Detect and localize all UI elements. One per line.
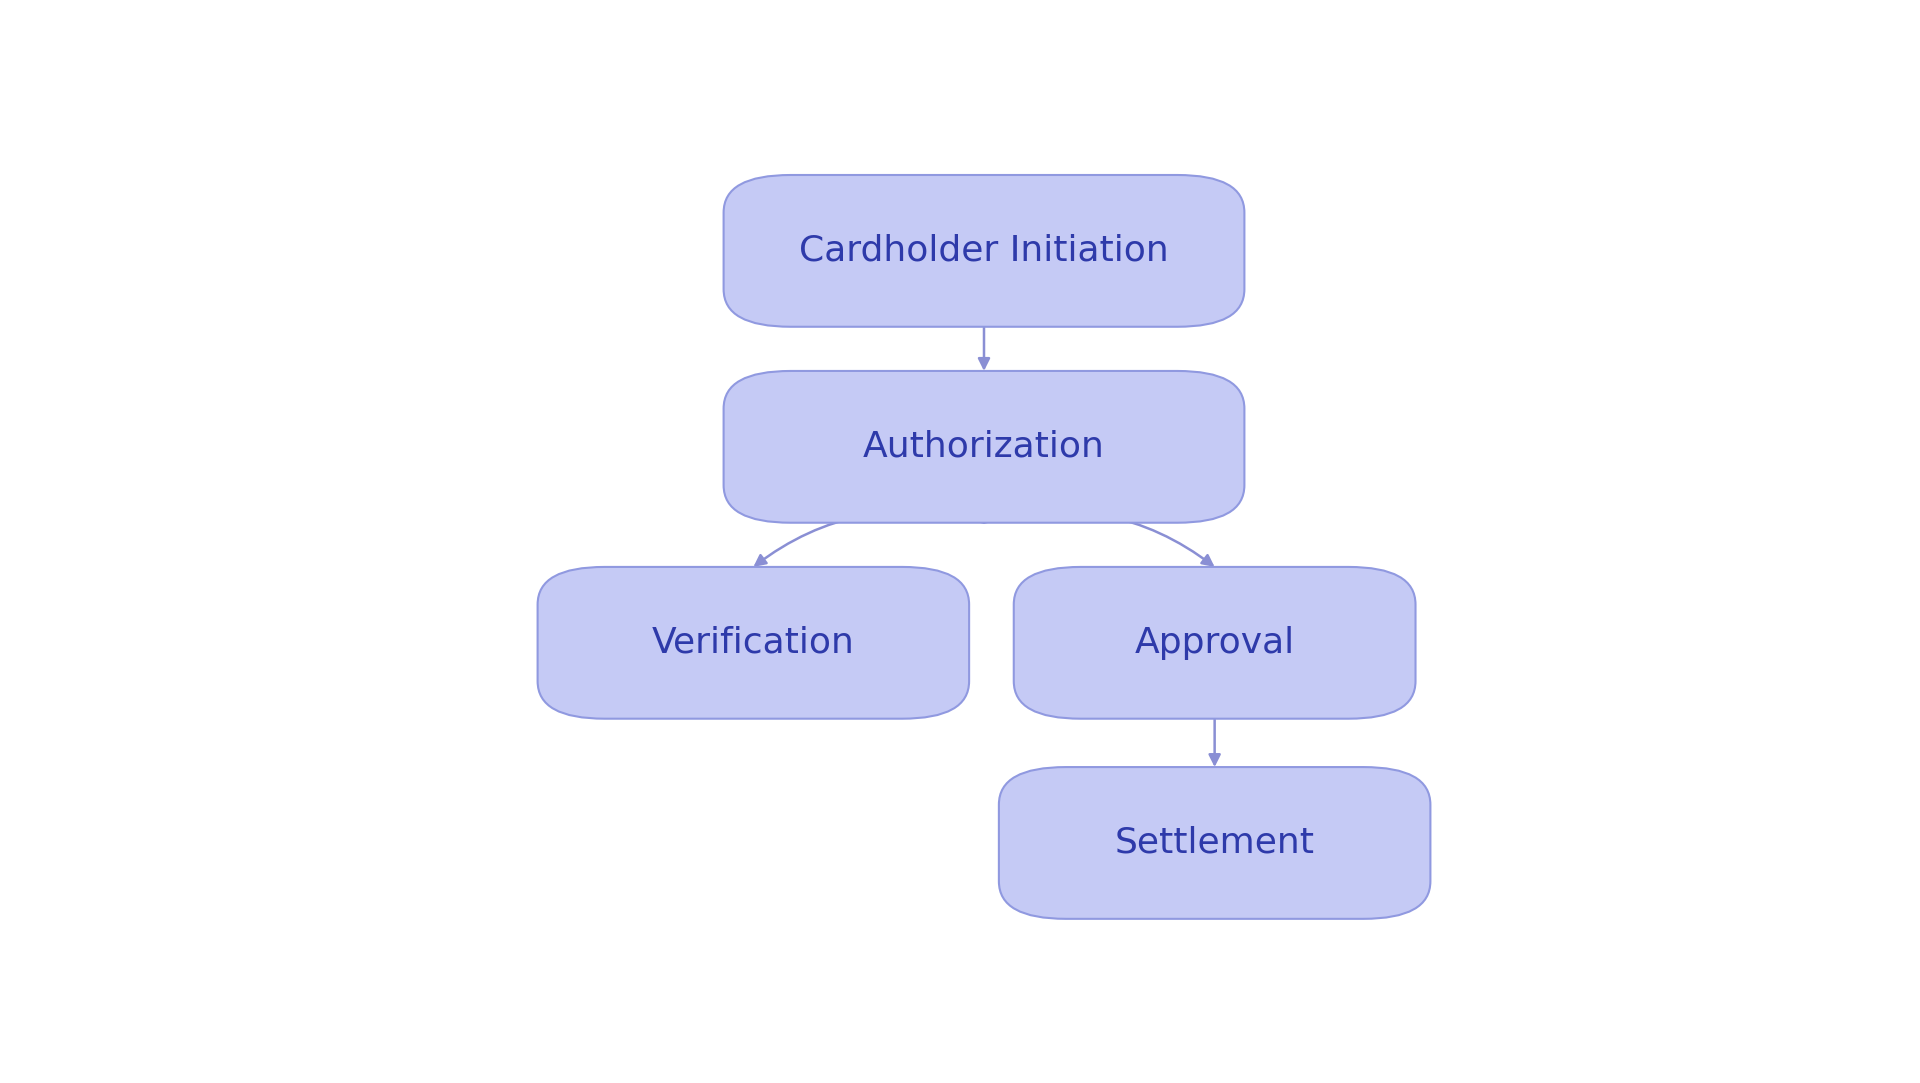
Text: Approval: Approval [1135,626,1294,660]
FancyBboxPatch shape [998,767,1430,918]
Text: Cardholder Initiation: Cardholder Initiation [799,234,1169,268]
FancyBboxPatch shape [724,175,1244,327]
Text: Settlement: Settlement [1116,826,1315,860]
FancyBboxPatch shape [724,371,1244,523]
FancyBboxPatch shape [1014,566,1415,719]
Text: Verification: Verification [653,626,854,660]
Text: Authorization: Authorization [864,430,1104,464]
FancyBboxPatch shape [538,566,970,719]
